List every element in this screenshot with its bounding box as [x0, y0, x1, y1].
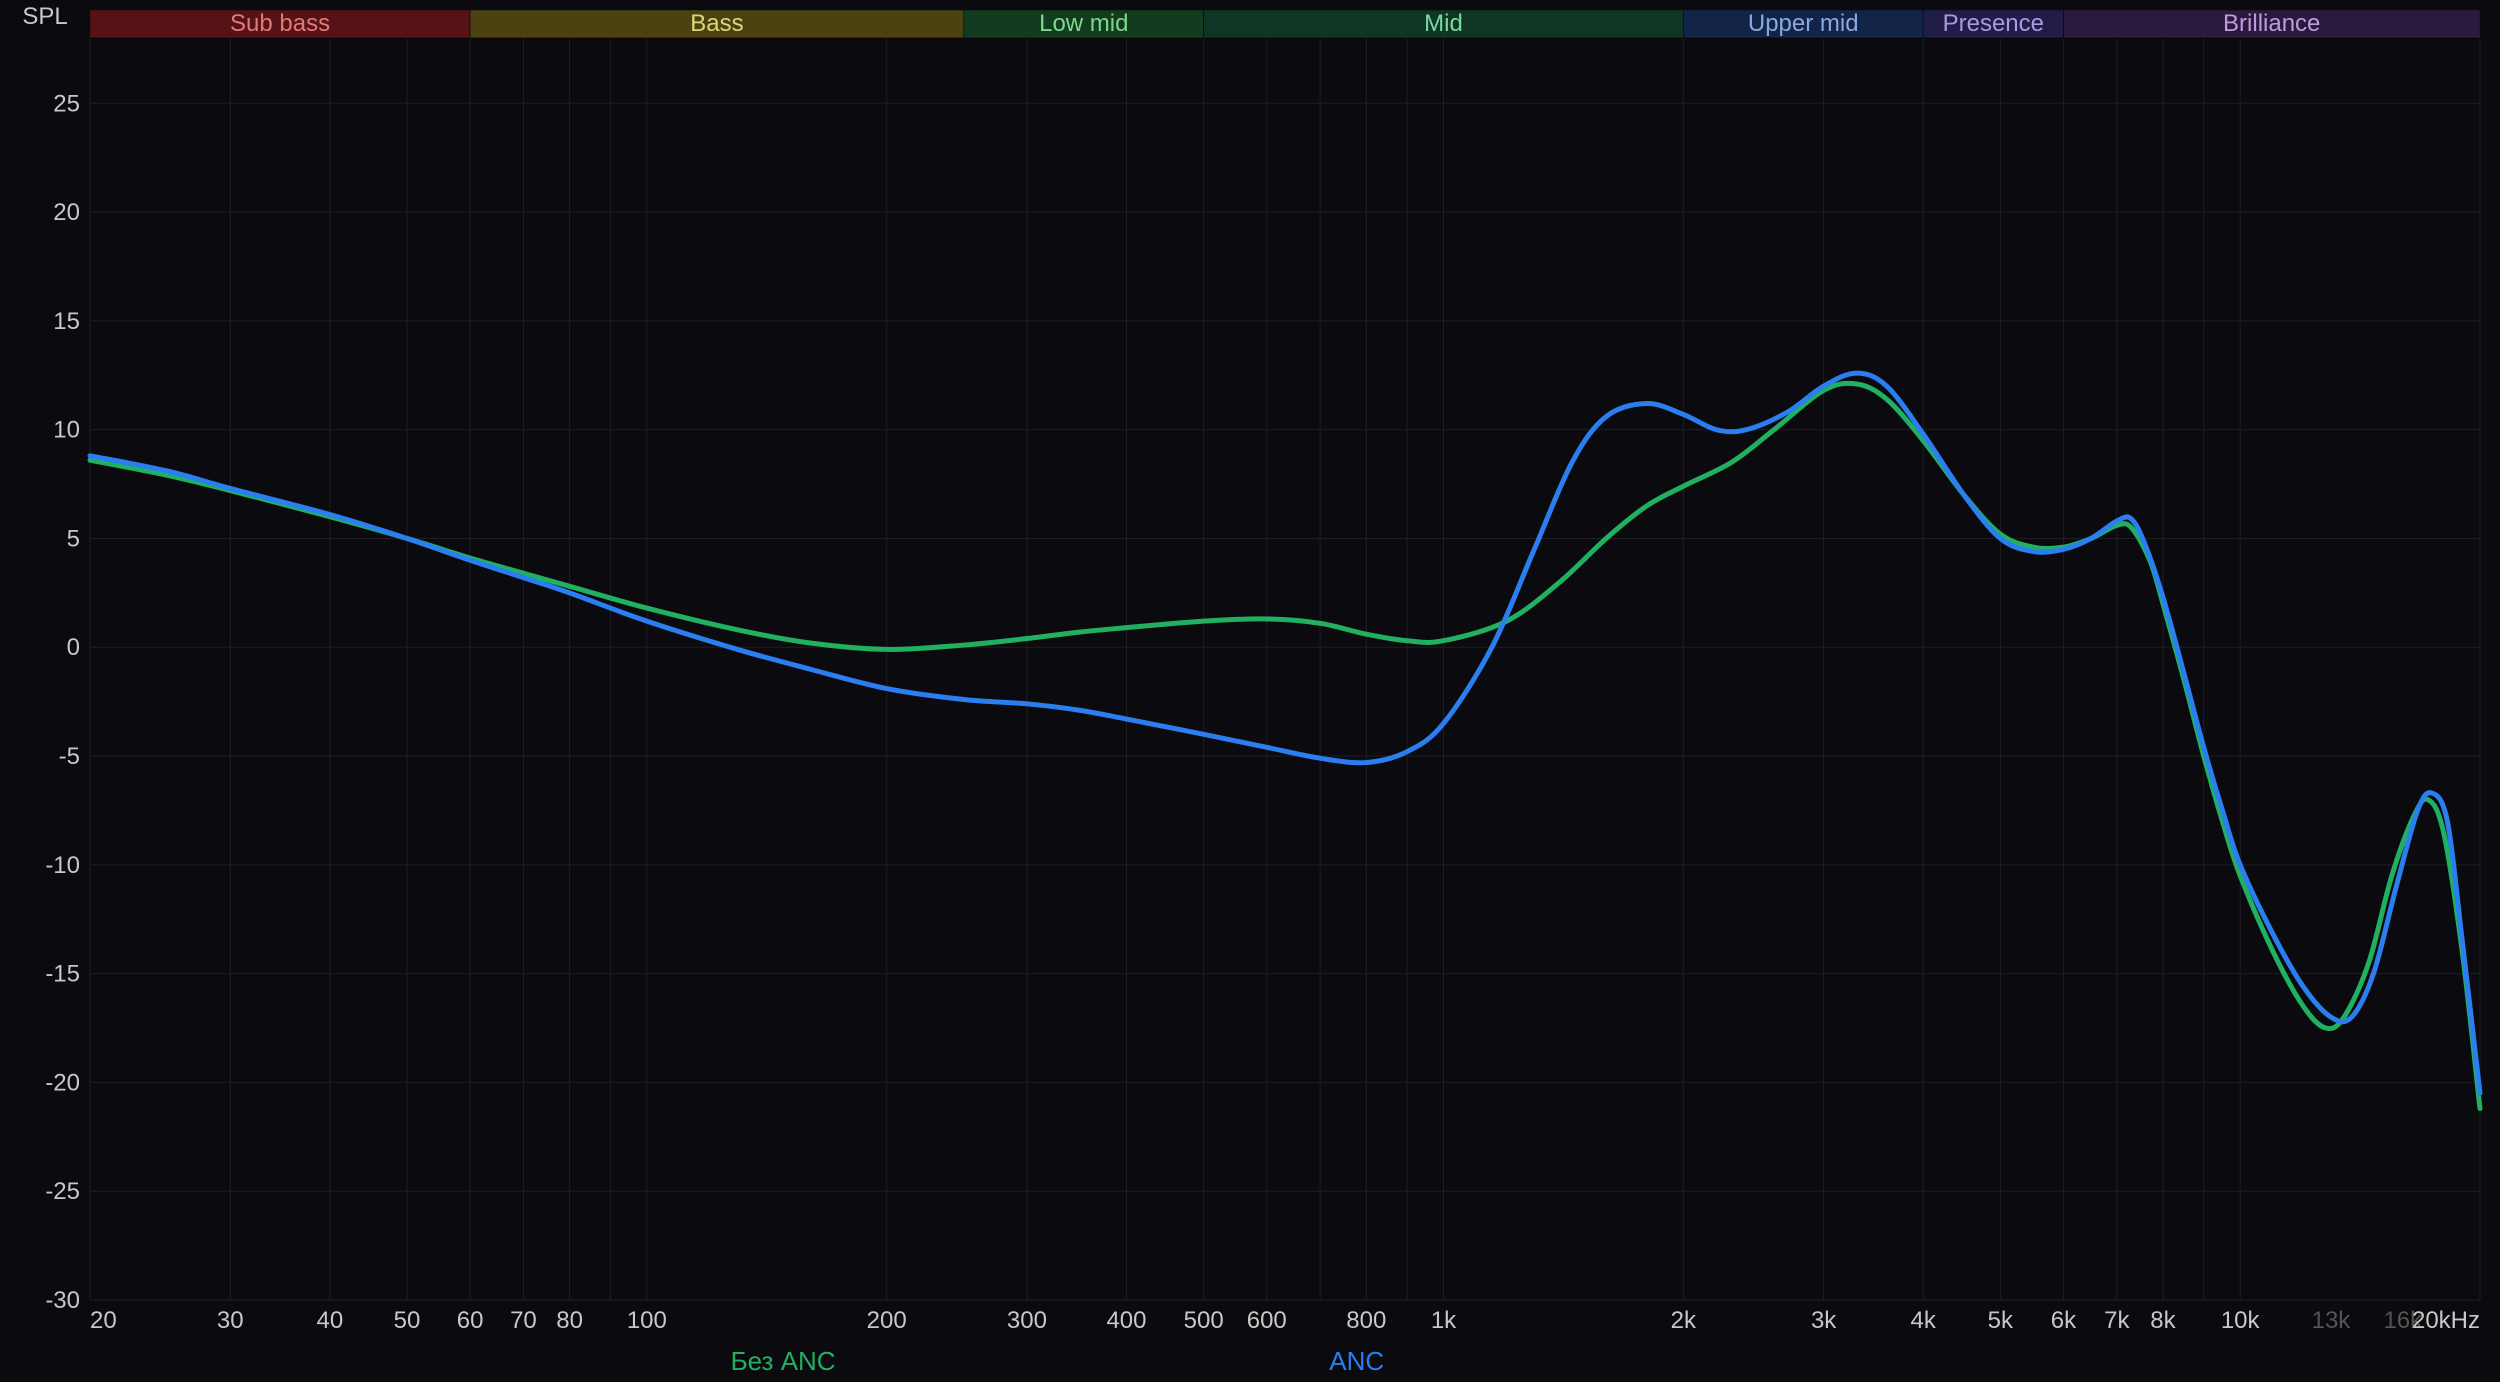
y-tick-label: 25 [53, 90, 80, 117]
x-tick-label: 40 [316, 1307, 343, 1334]
x-tick-label: 3k [1811, 1307, 1837, 1334]
y-tick-label: -20 [45, 1069, 80, 1096]
x-tick-label: 800 [1346, 1307, 1386, 1334]
y-tick-label: -15 [45, 961, 80, 988]
x-tick-label: 8k [2150, 1307, 2176, 1334]
x-tick-label: 30 [217, 1307, 244, 1334]
freq-band-label: Low mid [1039, 10, 1128, 37]
legend-label: Без ANC [731, 1346, 836, 1376]
x-tick-label: 200 [867, 1307, 907, 1334]
freq-band-label: Mid [1424, 10, 1463, 37]
freq-band-label: Presence [1943, 10, 2044, 37]
x-tick-label: 300 [1007, 1307, 1047, 1334]
x-tick-label: 20kHz [2412, 1307, 2480, 1334]
freq-band-label: Bass [690, 10, 743, 37]
y-tick-label: 0 [67, 634, 80, 661]
y-tick-label: 15 [53, 308, 80, 335]
freq-band-label: Brilliance [2223, 10, 2320, 37]
x-tick-label: 7k [2104, 1307, 2130, 1334]
x-tick-label: 20 [90, 1307, 117, 1334]
y-tick-label: 10 [53, 417, 80, 444]
x-tick-label: 60 [457, 1307, 484, 1334]
y-axis-title: SPL [22, 3, 67, 30]
freq-band-label: Upper mid [1748, 10, 1859, 37]
x-tick-label: 4k [1910, 1307, 1936, 1334]
x-tick-label: 100 [627, 1307, 667, 1334]
y-tick-label: 20 [53, 199, 80, 226]
x-tick-label: 80 [556, 1307, 583, 1334]
x-tick-label: 50 [394, 1307, 421, 1334]
y-tick-label: -5 [59, 743, 80, 770]
y-tick-label: 5 [67, 525, 80, 552]
x-tick-label: 400 [1106, 1307, 1146, 1334]
x-tick-label: 5k [1988, 1307, 2014, 1334]
freq-band-label: Sub bass [230, 10, 330, 37]
x-tick-label: 600 [1247, 1307, 1287, 1334]
x-tick-label: 1k [1431, 1307, 1457, 1334]
chart-background [0, 0, 2500, 1382]
legend-label: ANC [1329, 1346, 1384, 1376]
x-tick-label: 6k [2051, 1307, 2077, 1334]
y-tick-label: -10 [45, 852, 80, 879]
x-tick-label: 2k [1671, 1307, 1697, 1334]
x-tick-label: 70 [510, 1307, 537, 1334]
x-tick-label: 500 [1184, 1307, 1224, 1334]
x-tick-label: 10k [2221, 1307, 2261, 1334]
y-tick-label: -25 [45, 1178, 80, 1205]
y-tick-label: -30 [45, 1287, 80, 1314]
x-tick-label: 13k [2312, 1307, 2352, 1334]
